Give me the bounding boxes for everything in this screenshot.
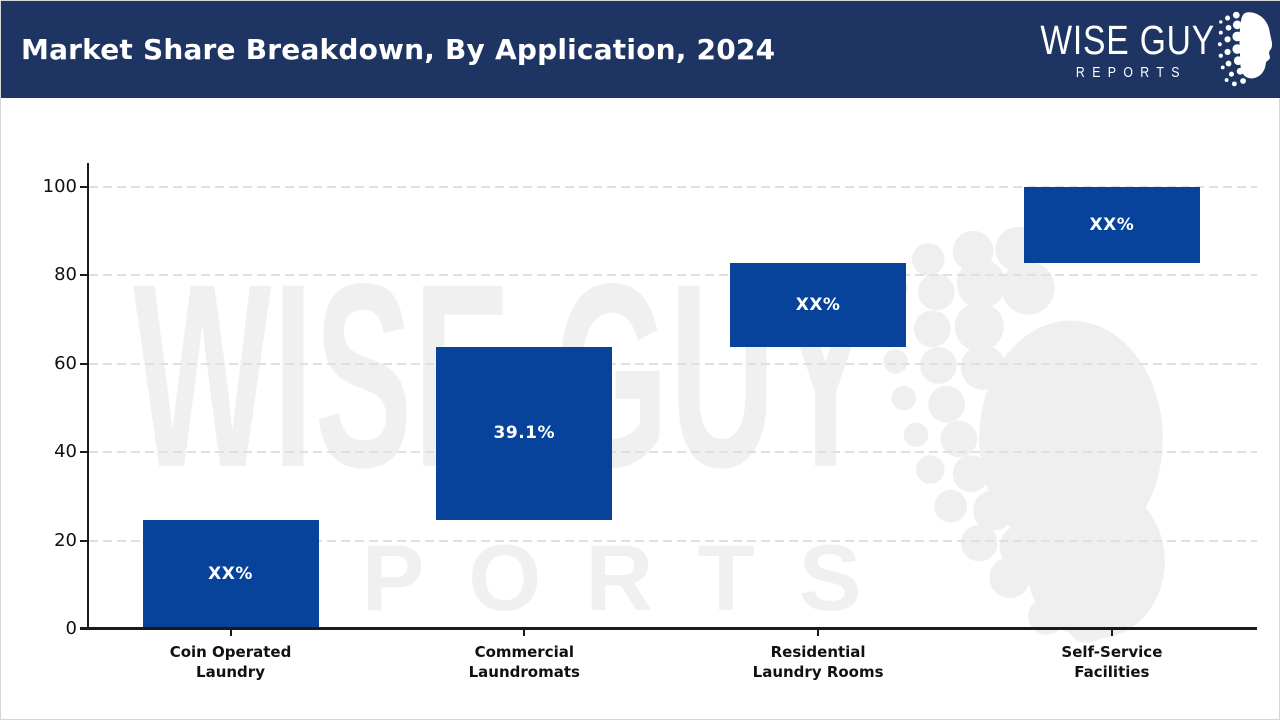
x-category-line: Laundry: [196, 663, 265, 681]
bar-segment: XX%: [1023, 187, 1200, 263]
bar-value-label: XX%: [208, 564, 253, 585]
x-tick-mark: [523, 630, 526, 636]
y-tick-label: 20: [54, 529, 77, 551]
x-category-line: Residential: [770, 643, 866, 661]
bar-value-label: XX%: [1089, 214, 1135, 235]
page-title: Market Share Breakdown, By Application, …: [21, 33, 776, 66]
y-tick-label: 40: [54, 441, 77, 463]
wiseguy-head-icon: [1217, 11, 1273, 87]
gridline-y-40: [89, 451, 1257, 454]
y-tick-label: 0: [65, 618, 77, 639]
y-tick-mark: [80, 186, 88, 188]
bar-segment: XX%: [142, 519, 319, 629]
x-category-line: Coin Operated: [169, 643, 292, 661]
header-banner: Market Share Breakdown, By Application, …: [1, 1, 1280, 98]
logo-sub-text: REPORTS: [1075, 63, 1187, 81]
y-axis-spine: [87, 163, 89, 630]
x-category-line: Laundry Rooms: [752, 663, 884, 681]
x-category-label: Residential Laundry Rooms: [688, 642, 948, 682]
x-category-line: Facilities: [1074, 663, 1150, 681]
x-category-line: Commercial: [474, 643, 575, 661]
gridline-y-80: [89, 274, 1257, 277]
logo-text: WISE GUY REPORTS: [1040, 16, 1215, 81]
bar-segment: 39.1%: [436, 347, 613, 520]
x-category-line: Laundromats: [468, 663, 580, 681]
bar-value-label: 39.1%: [493, 423, 556, 444]
x-axis-spine: [80, 627, 1257, 630]
x-category-label: Self-Service Facilities: [982, 642, 1242, 682]
gridline-y-100: [89, 186, 1257, 188]
y-tick-mark: [80, 539, 88, 542]
y-tick-mark: [80, 274, 88, 277]
x-category-label: Commercial Laundromats: [394, 642, 654, 682]
wiseguy-logo: WISE GUY REPORTS: [1002, 6, 1275, 94]
x-category-label: Coin Operated Laundry: [101, 642, 361, 682]
bar-value-label: XX%: [795, 294, 841, 315]
x-tick-mark: [817, 630, 820, 636]
x-tick-mark: [1110, 630, 1113, 636]
gridline-y-20: [89, 539, 1257, 542]
gridline-y-60: [89, 362, 1257, 365]
x-tick-mark: [229, 630, 232, 636]
y-tick-label: 60: [54, 352, 77, 374]
y-tick-label: 100: [42, 176, 77, 197]
x-category-line: Self-Service: [1061, 643, 1163, 661]
logo-brand-text: WISE GUY: [1040, 16, 1215, 63]
y-tick-mark: [80, 362, 88, 365]
y-tick-mark: [80, 451, 88, 454]
bar-segment: XX%: [730, 262, 907, 347]
y-tick-mark: [80, 628, 88, 630]
y-tick-label: 80: [54, 264, 77, 286]
